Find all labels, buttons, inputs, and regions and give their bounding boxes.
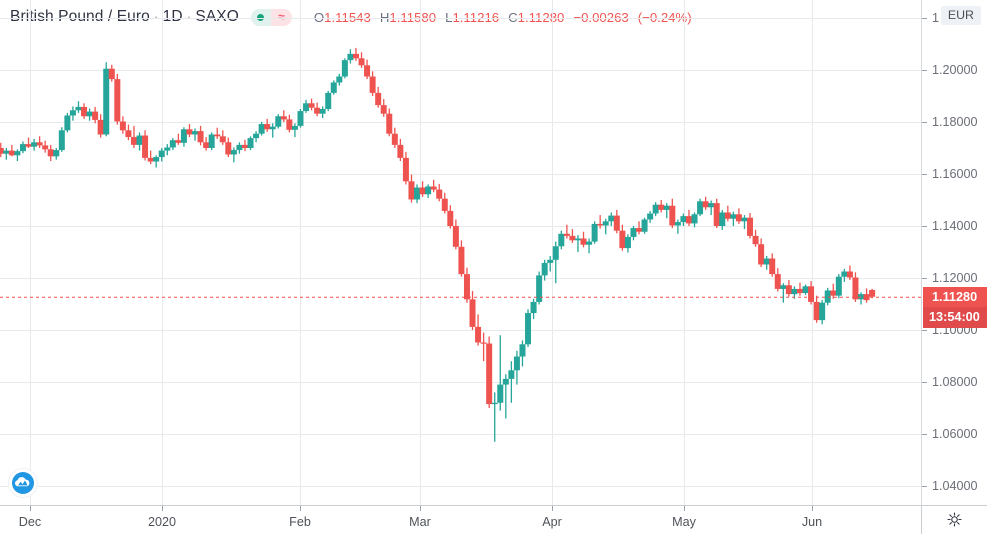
candlestick-series (0, 47, 876, 442)
price-axis-label: 1.06000 (932, 427, 978, 441)
ohlc-high-value: 1.11580 (389, 9, 437, 25)
time-axis-label: Jun (801, 515, 823, 529)
current-price-line (0, 296, 921, 298)
market-status-badge[interactable]: ≈ (250, 8, 292, 26)
time-tick (420, 506, 421, 511)
time-axis[interactable]: Dec 2020 Feb Mar Apr May Jun (0, 505, 987, 534)
price-tick (922, 70, 987, 71)
time-tick (552, 506, 553, 511)
ohlc-open: O1.11543 (314, 10, 371, 25)
chart-gridlines (0, 0, 921, 505)
title-separator-1: · (153, 8, 159, 24)
symbol-name: British Pound / Euro (10, 8, 150, 25)
ohlc-low: L1.11216 (445, 10, 499, 25)
approx-indicator: ≈ (270, 8, 292, 26)
gear-icon (947, 512, 962, 527)
currency-chip: EUR (940, 6, 981, 25)
time-axis-label: Dec (18, 515, 42, 529)
price-axis-label: 1.04000 (932, 479, 978, 493)
chart-plot-area[interactable] (0, 0, 921, 505)
time-axis-label: Feb (289, 515, 311, 529)
time-axis-label: Apr (542, 515, 562, 529)
approx-tilde-icon: ≈ (278, 10, 285, 24)
price-tick (922, 122, 987, 123)
time-tick (30, 506, 31, 511)
ohlc-low-label: L (445, 9, 453, 25)
current-price-label: 1.11280 (923, 286, 987, 307)
market-open-indicator (250, 8, 271, 26)
price-axis-label: 1.16000 (932, 167, 978, 181)
price-tick (922, 278, 987, 279)
ohlc-open-label: O (313, 9, 325, 25)
ohlc-high-label: H (379, 9, 390, 25)
symbol-title[interactable]: British Pound / Euro · 1D · SAXO (0, 8, 239, 26)
time-axis-label: May (672, 515, 696, 529)
title-separator-2: · (186, 8, 192, 24)
price-tick (922, 174, 987, 175)
price-tick (922, 330, 987, 331)
symbol-interval: 1D (162, 8, 183, 25)
chart-settings-button[interactable] (921, 505, 987, 534)
time-axis-label: Mar (409, 515, 431, 529)
price-tick (922, 434, 987, 435)
ohlc-low-value: 1.11216 (452, 9, 500, 25)
current-time-label: 13:54:00 (923, 306, 987, 328)
time-tick (812, 506, 813, 511)
price-axis-label: 1.14000 (932, 219, 978, 233)
time-axis-label: 2020 (147, 515, 177, 529)
ohlc-change-percent: (−0.24%) (637, 9, 692, 25)
ohlc-change: −0.00263 (573, 9, 629, 25)
price-tick (922, 18, 987, 19)
ohlc-open-value: 1.11543 (324, 9, 371, 25)
price-axis-label: 1.18000 (932, 115, 978, 129)
price-axis-label: 1.12000 (932, 271, 978, 285)
market-open-dot-icon (257, 13, 265, 21)
ohlc-high: H1.11580 (380, 10, 436, 25)
price-axis-label-top: 1 (932, 11, 940, 25)
time-tick (300, 506, 301, 511)
time-tick (162, 506, 163, 511)
price-tick (922, 382, 987, 383)
price-tick (922, 226, 987, 227)
tradingview-logo[interactable] (8, 468, 38, 498)
price-tick (922, 486, 987, 487)
price-axis-label: 1.08000 (932, 375, 978, 389)
time-tick (684, 506, 685, 511)
price-axis-label: 1.20000 (932, 63, 978, 77)
price-axis[interactable]: EUR 1 1.20000 1.18000 1.16000 1.14000 1.12000… (921, 0, 987, 505)
symbol-exchange: SAXO (195, 8, 239, 25)
ohlc-close-label: C (508, 9, 518, 25)
tradingview-cloud-chart-logo-icon (12, 472, 34, 494)
